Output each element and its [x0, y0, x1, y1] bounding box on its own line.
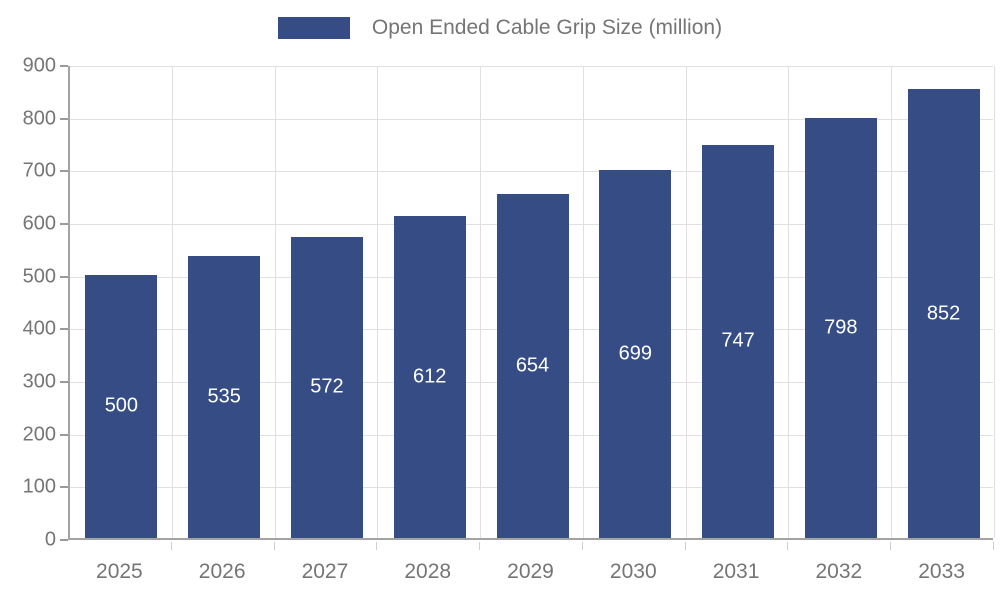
y-axis-tick — [60, 328, 68, 331]
y-axis-tick — [60, 381, 68, 383]
bar-value-label: 535 — [207, 385, 241, 408]
x-axis-label: 2026 — [198, 560, 246, 583]
bar-2033: 852 — [907, 89, 980, 538]
x-gridline — [582, 66, 584, 538]
bar-2025: 500 — [85, 274, 158, 538]
y-axis-tick — [60, 539, 68, 541]
x-gridline — [171, 66, 173, 538]
x-axis-label: 2028 — [404, 560, 452, 583]
y-axis-label: 600 — [22, 212, 56, 235]
x-axis-label: 2031 — [712, 560, 760, 583]
x-gridline — [788, 66, 790, 538]
plot-area: 500 535 572 612 654 699 747 798 852 — [68, 66, 995, 540]
x-axis-tick — [684, 542, 686, 550]
y-gridline — [70, 171, 993, 173]
x-axis-tick — [376, 542, 378, 550]
x-gridline — [377, 66, 379, 538]
x-axis-label: 2025 — [96, 560, 143, 583]
y-axis: 0 100 200 300 400 500 600 700 800 900 — [0, 55, 68, 551]
bar-value-label: 612 — [413, 365, 447, 388]
bar-value-label: 572 — [310, 375, 344, 398]
x-gridline — [480, 66, 482, 538]
bar-value-label: 747 — [721, 329, 755, 352]
x-axis-label: 2027 — [301, 560, 349, 583]
bar-2031: 747 — [702, 144, 775, 538]
x-axis: 2025 2026 2027 2028 2029 2030 2031 2032 2033 — [68, 540, 994, 600]
legend-swatch[interactable] — [277, 17, 350, 39]
y-axis-tick — [60, 65, 68, 67]
x-axis-tick — [479, 542, 481, 550]
y-axis-tick — [60, 223, 68, 225]
y-axis-label: 800 — [22, 107, 56, 130]
y-axis-label: 500 — [22, 265, 56, 288]
y-axis-tick — [60, 170, 68, 173]
y-axis-label: 300 — [22, 370, 56, 393]
y-gridline — [70, 118, 993, 120]
y-axis-tick — [60, 117, 68, 120]
x-axis-tick — [890, 542, 892, 550]
bar-2027: 572 — [290, 236, 363, 538]
legend-label[interactable]: Open Ended Cable Grip Size (million) — [371, 16, 723, 39]
bar-value-label: 852 — [926, 302, 961, 325]
x-gridline — [891, 66, 893, 538]
x-gridline — [685, 66, 687, 538]
x-axis-tick — [581, 542, 583, 550]
y-axis-tick — [60, 486, 68, 489]
x-axis-tick — [273, 542, 275, 550]
bar-value-label: 798 — [824, 316, 858, 339]
bar-2030: 699 — [599, 169, 672, 538]
bar-2028: 612 — [393, 215, 466, 538]
x-axis-label: 2033 — [918, 560, 965, 583]
x-axis-tick — [993, 542, 994, 550]
x-gridline — [994, 66, 995, 538]
x-axis-tick — [170, 542, 172, 550]
x-axis-tick — [787, 542, 789, 550]
y-axis-label: 700 — [22, 159, 56, 182]
y-axis-label: 0 — [44, 528, 56, 551]
bar-value-label: 500 — [104, 394, 139, 417]
bar-value-label: 699 — [618, 342, 652, 365]
x-axis-label: 2030 — [609, 560, 657, 583]
x-axis-label: 2032 — [815, 560, 863, 583]
bar-2026: 535 — [188, 256, 261, 538]
y-axis-label: 100 — [22, 475, 56, 498]
y-axis-label: 200 — [22, 423, 56, 446]
y-axis-label: 400 — [22, 317, 56, 340]
x-gridline — [274, 66, 276, 538]
y-axis-tick — [60, 275, 68, 278]
y-gridline — [70, 66, 993, 67]
y-axis-tick — [60, 433, 68, 436]
bar-value-label: 654 — [515, 354, 550, 377]
x-axis-label: 2029 — [507, 560, 554, 583]
bar-2032: 798 — [804, 117, 877, 538]
bar-2029: 654 — [496, 193, 569, 538]
legend[interactable]: Open Ended Cable Grip Size (million) — [0, 16, 1000, 40]
y-axis-label: 900 — [22, 54, 56, 77]
